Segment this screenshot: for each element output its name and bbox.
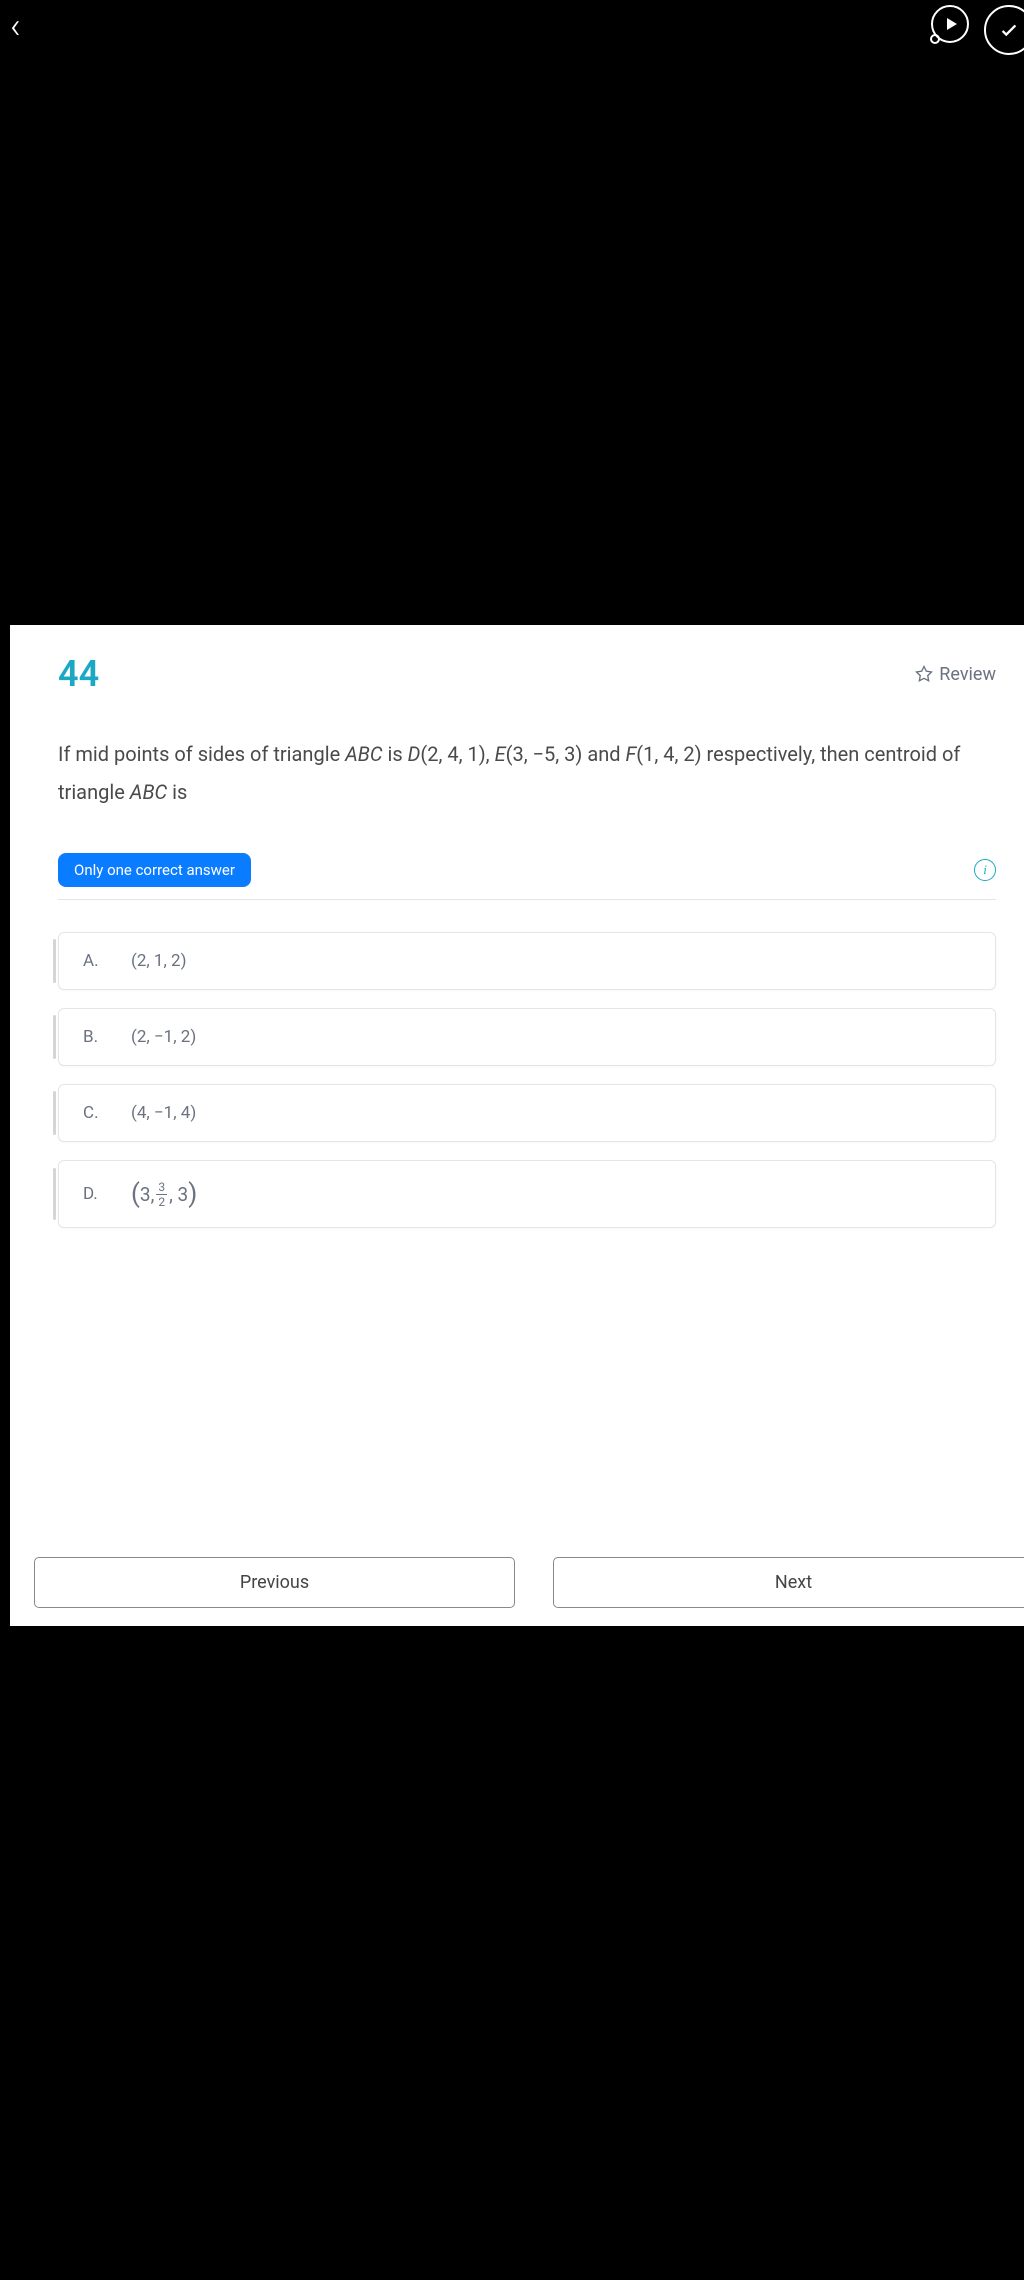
back-icon[interactable]: ‹ xyxy=(10,5,21,47)
top-bar: ‹ xyxy=(0,0,1024,60)
option-text: (2, −1, 2) xyxy=(131,1027,196,1047)
info-icon[interactable]: i xyxy=(974,859,996,881)
review-label: Review xyxy=(939,664,996,685)
play-icon[interactable] xyxy=(931,5,969,43)
option-letter: C. xyxy=(83,1103,103,1123)
option-letter: A. xyxy=(83,951,103,971)
option-text: (4, −1, 4) xyxy=(131,1103,196,1123)
divider xyxy=(58,899,996,900)
question-number: 44 xyxy=(58,653,99,695)
top-icons-group xyxy=(931,5,1014,55)
nav-row: Previous Next xyxy=(34,1557,1024,1608)
option-text: (3, 32, 3) xyxy=(131,1179,197,1209)
question-card: 44 Review If mid points of sides of tria… xyxy=(10,625,1024,1626)
answer-type-badge: Only one correct answer xyxy=(58,853,251,887)
option-letter: D. xyxy=(83,1184,103,1204)
question-header: 44 Review xyxy=(58,653,996,695)
options-list: A. (2, 1, 2) B. (2, −1, 2) C. (4, −1, 4)… xyxy=(58,932,996,1228)
option-b[interactable]: B. (2, −1, 2) xyxy=(58,1008,996,1066)
option-text: (2, 1, 2) xyxy=(131,951,187,971)
previous-button[interactable]: Previous xyxy=(34,1557,515,1608)
next-button[interactable]: Next xyxy=(553,1557,1024,1608)
review-button[interactable]: Review xyxy=(915,664,996,685)
option-a[interactable]: A. (2, 1, 2) xyxy=(58,932,996,990)
badge-row: Only one correct answer i xyxy=(58,853,996,887)
option-c[interactable]: C. (4, −1, 4) xyxy=(58,1084,996,1142)
question-text: If mid points of sides of triangle ABC i… xyxy=(58,735,996,811)
option-letter: B. xyxy=(83,1027,103,1047)
secondary-icon[interactable] xyxy=(984,5,1024,55)
star-icon xyxy=(915,665,933,683)
option-d[interactable]: D. (3, 32, 3) xyxy=(58,1160,996,1228)
